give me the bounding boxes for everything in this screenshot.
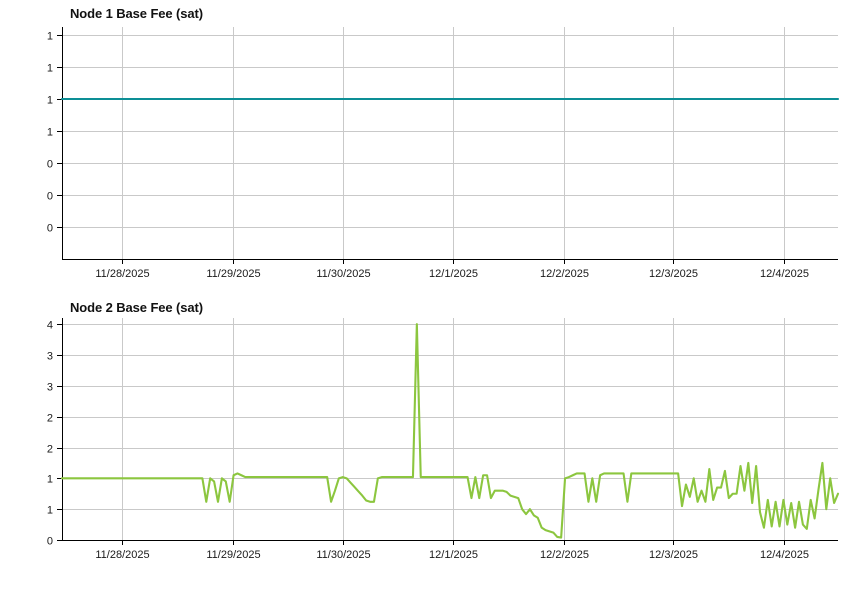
y-axis-tick-label: 1 xyxy=(47,474,53,486)
x-axis-tick-label: 11/29/2025 xyxy=(206,268,260,280)
x-axis-tick-label: 11/28/2025 xyxy=(95,268,149,280)
x-axis-tick-label: 12/4/2025 xyxy=(760,268,809,280)
y-axis-tick-label: 2 xyxy=(47,413,53,425)
chart-plot-node-1: 1 1 1 1 0 0 0 11/28/2025 11/29/2025 11/30/2025 12/… xyxy=(47,27,840,280)
y-axis-tick-label: 0 xyxy=(47,223,53,235)
y-axis-tick-label: 3 xyxy=(47,351,53,363)
x-axis-tick-label: 12/1/2025 xyxy=(429,549,478,561)
y-axis-tick-label: 1 xyxy=(47,63,53,75)
chart-title-node-1: Node 1 Base Fee (sat) xyxy=(70,6,204,21)
x-axis-tick-label: 12/3/2025 xyxy=(649,549,698,561)
x-axis-tick-label: 11/28/2025 xyxy=(95,549,149,561)
chart-title-node-2: Node 2 Base Fee (sat) xyxy=(70,300,204,315)
x-axis-tick-label: 11/30/2025 xyxy=(316,268,370,280)
y-axis-tick-label: 2 xyxy=(47,444,53,456)
x-axis-tick-label: 12/2/2025 xyxy=(540,268,589,280)
x-axis-tick-label: 12/3/2025 xyxy=(649,268,698,280)
y-axis-tick-label: 0 xyxy=(47,191,53,203)
y-axis-tick-label: 3 xyxy=(47,382,53,394)
x-axis-tick-label: 11/29/2025 xyxy=(206,549,260,561)
x-axis-tick-label: 12/4/2025 xyxy=(760,549,809,561)
y-axis-tick-label: 1 xyxy=(47,127,53,139)
x-axis-tick-label: 12/1/2025 xyxy=(429,268,478,280)
series-line xyxy=(60,323,840,539)
chart-plot-node-2: 4 3 3 2 2 1 1 0 11/28/2025 11/29/2025 11/30/2025 12… xyxy=(47,318,840,561)
y-axis-tick-label: 1 xyxy=(47,505,53,517)
chart-panel-node-1: Node 1 Base Fee (sat) 1 1 1 1 0 0 0 11/28/2025 1… xyxy=(0,0,860,290)
y-axis-tick-label: 4 xyxy=(47,320,53,332)
chart-panel-node-2: Node 2 Base Fee (sat) 4 3 3 2 2 1 1 0 11/28/2025… xyxy=(0,290,860,590)
y-axis-tick-label: 1 xyxy=(47,31,53,43)
x-axis-tick-label: 11/30/2025 xyxy=(316,549,370,561)
y-axis-tick-label: 1 xyxy=(47,95,53,107)
y-axis-tick-label: 0 xyxy=(47,536,53,548)
y-axis-tick-label: 0 xyxy=(47,159,53,171)
x-axis-tick-label: 12/2/2025 xyxy=(540,549,589,561)
